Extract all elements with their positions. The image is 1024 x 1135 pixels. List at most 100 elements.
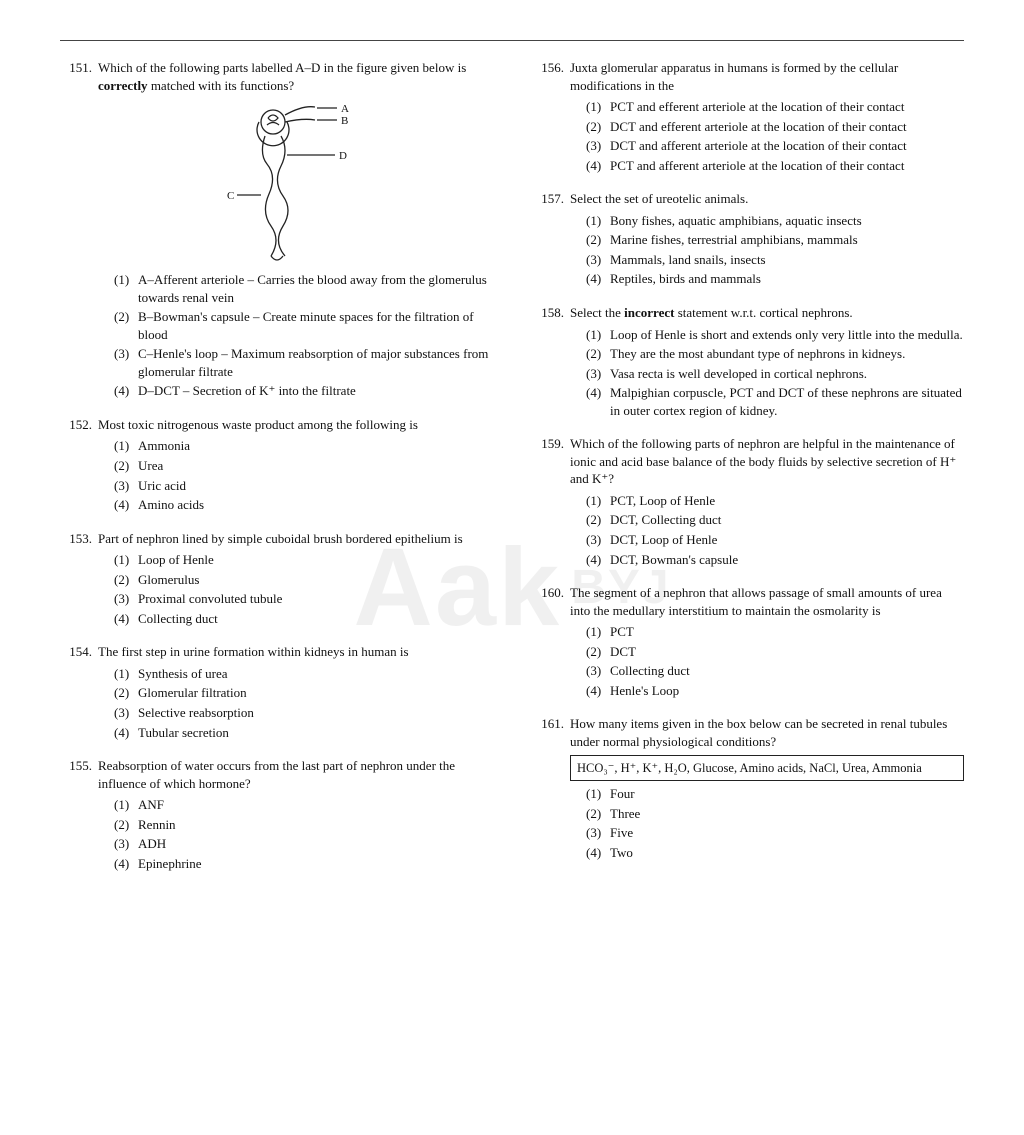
option-number: (2) [586,805,610,823]
question-159: 159. Which of the following parts of nep… [532,435,964,570]
option-text: Three [610,805,964,823]
options: (1)PCT and efferent arteriole at the loc… [570,98,964,174]
label-a: A [341,103,349,115]
question-number: 156. [532,59,570,176]
option-number: (4) [114,382,138,400]
question-154: 154. The first step in urine formation w… [60,643,492,743]
option-number: (1) [586,98,610,116]
option-number: (4) [114,496,138,514]
question-body: The first step in urine formation within… [98,643,492,743]
option-text: Vasa recta is well developed in cortical… [610,365,964,383]
label-b: B [341,115,348,127]
option-number: (1) [114,271,138,306]
option-text: D–DCT – Secretion of K⁺ into the filtrat… [138,382,492,400]
option-text: Mammals, land snails, insects [610,251,964,269]
option: (4)Malpighian corpuscle, PCT and DCT of … [586,384,964,419]
question-stem: The first step in urine formation within… [98,643,492,661]
left-column: 151. Which of the following parts labell… [60,59,492,888]
option-number: (4) [586,682,610,700]
page: Aak BYJ 151. Which of the following part… [0,0,1024,1135]
option: (2)Urea [114,457,492,475]
question-stem: Most toxic nitrogenous waste product amo… [98,416,492,434]
option-text: ADH [138,835,492,853]
option: (4)Henle's Loop [586,682,964,700]
option-text: DCT and afferent arteriole at the locati… [610,137,964,155]
option-number: (3) [114,590,138,608]
option-number: (1) [586,623,610,641]
option-text: Five [610,824,964,842]
option-number: (4) [586,270,610,288]
option: (3)Selective reabsorption [114,704,492,722]
option-text: DCT, Bowman's capsule [610,551,964,569]
question-body: How many items given in the box below ca… [570,715,964,863]
two-columns: 151. Which of the following parts labell… [60,59,964,888]
option-number: (3) [114,345,138,380]
option-text: DCT [610,643,964,661]
option-text: PCT and efferent arteriole at the locati… [610,98,964,116]
option-text: Loop of Henle [138,551,492,569]
options: (1)Ammonia (2)Urea (3)Uric acid (4)Amino… [98,437,492,513]
question-body: Select the incorrect statement w.r.t. co… [570,304,964,421]
option-number: (2) [586,511,610,529]
option-number: (1) [114,551,138,569]
option: (1)Loop of Henle [114,551,492,569]
option-text: PCT and afferent arteriole at the locati… [610,157,964,175]
option-text: A–Afferent arteriole – Carries the blood… [138,271,492,306]
option-text: Four [610,785,964,803]
question-number: 152. [60,416,98,516]
option-number: (4) [114,855,138,873]
option-number: (1) [586,492,610,510]
option-text: Glomerular filtration [138,684,492,702]
question-157: 157. Select the set of ureotelic animals… [532,190,964,290]
option: (2)They are the most abundant type of ne… [586,345,964,363]
question-stem: Part of nephron lined by simple cuboidal… [98,530,492,548]
option: (3)Uric acid [114,477,492,495]
question-body: Reabsorption of water occurs from the la… [98,757,492,874]
option-text: Glomerulus [138,571,492,589]
question-stem: Which of the following parts labelled A–… [98,59,492,94]
option-text: Malpighian corpuscle, PCT and DCT of the… [610,384,964,419]
option: (1)Loop of Henle is short and extends on… [586,326,964,344]
option-number: (3) [586,531,610,549]
stem-text: Select the [570,305,624,320]
option: (1)PCT, Loop of Henle [586,492,964,510]
option-number: (4) [114,610,138,628]
option-number: (2) [114,308,138,343]
question-body: Which of the following parts labelled A–… [98,59,492,402]
option-number: (2) [586,118,610,136]
option: (3)Five [586,824,964,842]
question-body: Select the set of ureotelic animals. (1)… [570,190,964,290]
option: (4)Amino acids [114,496,492,514]
option-number: (3) [586,824,610,842]
option-text: Selective reabsorption [138,704,492,722]
option-number: (1) [114,665,138,683]
option: (3)Proximal convoluted tubule [114,590,492,608]
option-text: B–Bowman's capsule – Create minute space… [138,308,492,343]
option-text: Two [610,844,964,862]
option: (1)A–Afferent arteriole – Carries the bl… [114,271,492,306]
option-number: (4) [586,157,610,175]
label-c: C [227,190,234,202]
question-stem: How many items given in the box below ca… [570,715,964,750]
question-body: Part of nephron lined by simple cuboidal… [98,530,492,630]
option-number: (3) [586,662,610,680]
options: (1)Loop of Henle is short and extends on… [570,326,964,420]
option: (2)Marine fishes, terrestrial amphibians… [586,231,964,249]
options: (1)Loop of Henle (2)Glomerulus (3)Proxim… [98,551,492,627]
option: (2)B–Bowman's capsule – Create minute sp… [114,308,492,343]
question-number: 157. [532,190,570,290]
options: (1)ANF (2)Rennin (3)ADH (4)Epinephrine [98,796,492,872]
options: (1)Bony fishes, aquatic amphibians, aqua… [570,212,964,288]
option-text: PCT, Loop of Henle [610,492,964,510]
option: (1)Bony fishes, aquatic amphibians, aqua… [586,212,964,230]
question-161: 161. How many items given in the box bel… [532,715,964,863]
option-text: Marine fishes, terrestrial amphibians, m… [610,231,964,249]
option: (1)PCT and efferent arteriole at the loc… [586,98,964,116]
options: (1)PCT (2)DCT (3)Collecting duct (4)Henl… [570,623,964,699]
option-text: Henle's Loop [610,682,964,700]
option: (4)Reptiles, birds and mammals [586,270,964,288]
option: (3)DCT, Loop of Henle [586,531,964,549]
option-number: (1) [114,796,138,814]
option: (3)Collecting duct [586,662,964,680]
option-text: Tubular secretion [138,724,492,742]
